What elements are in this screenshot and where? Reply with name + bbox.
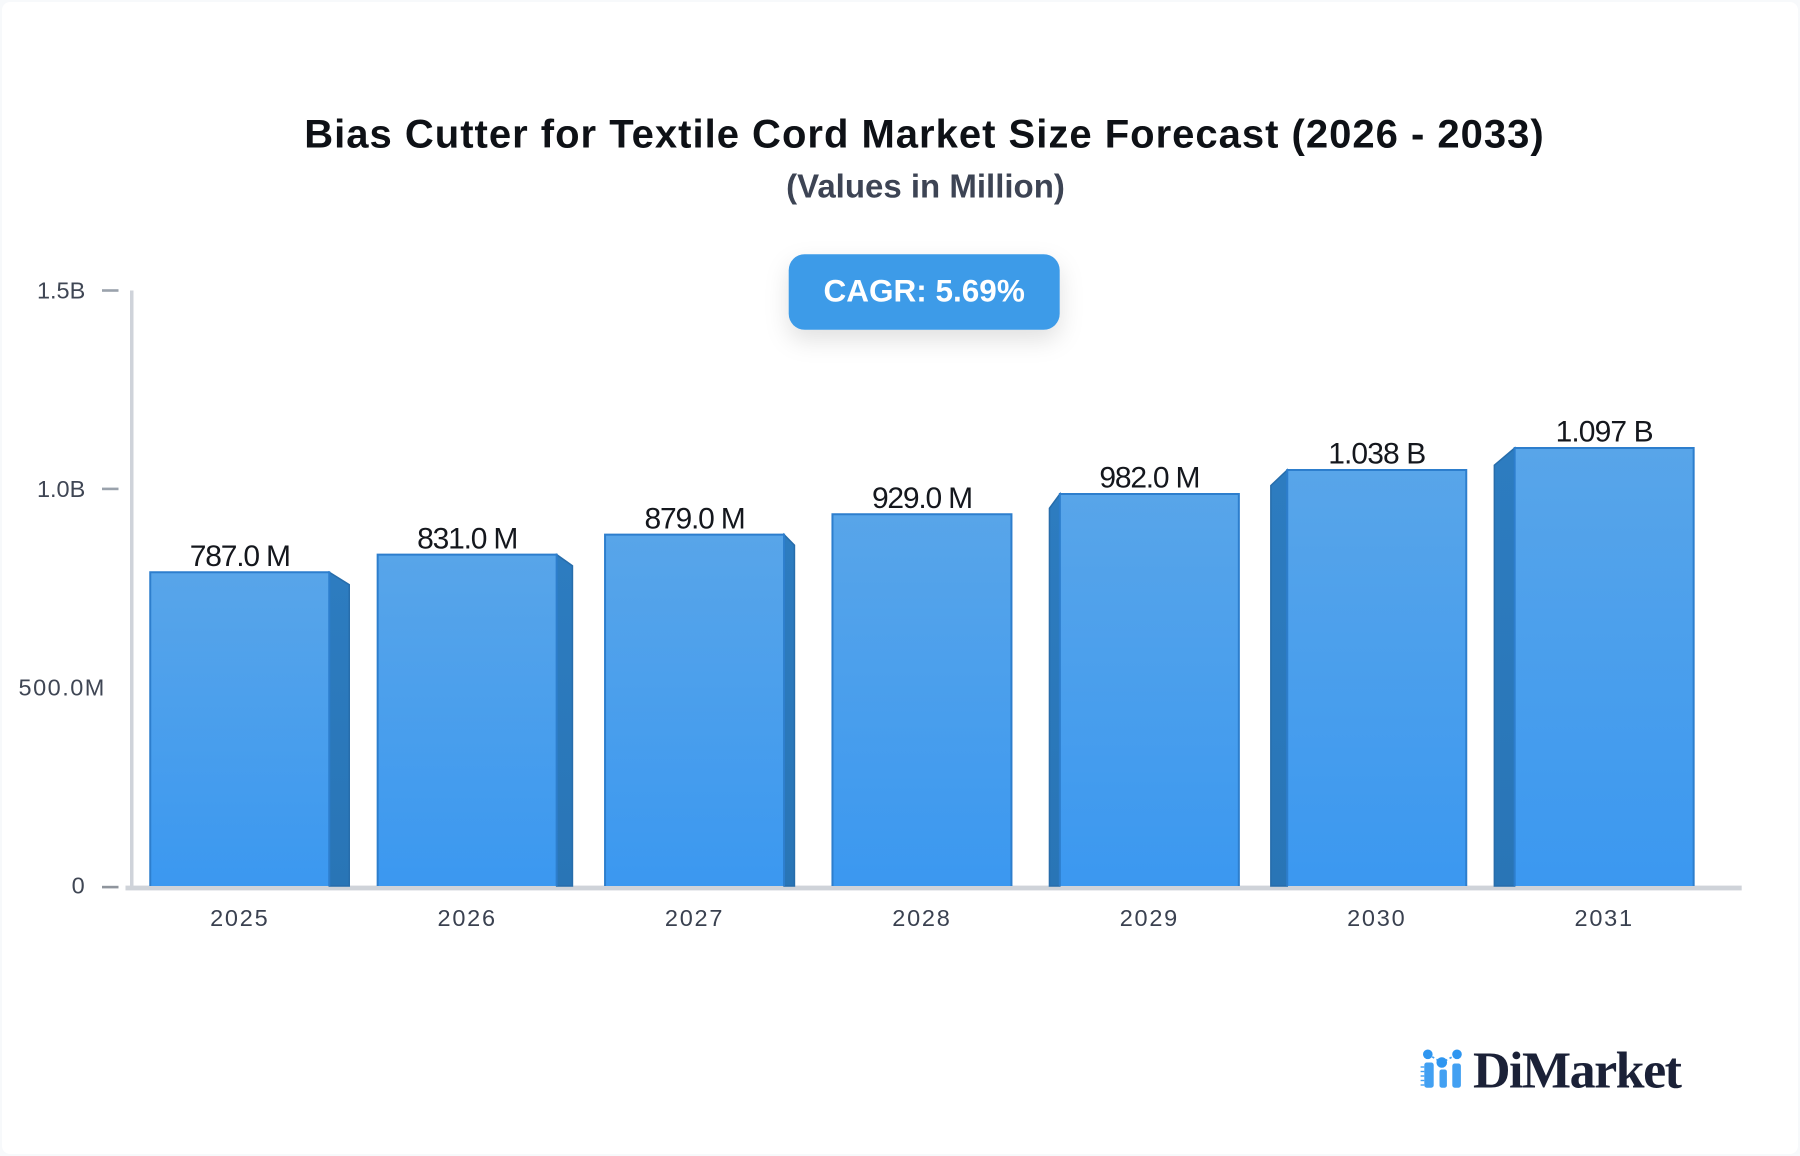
svg-text:0: 0 (72, 873, 85, 899)
svg-text:DiMarket: DiMarket (1473, 1043, 1683, 1100)
svg-text:1.5B: 1.5B (37, 278, 85, 304)
svg-text:982.0 M: 982.0 M (1099, 462, 1199, 495)
svg-text:CAGR: 5.69%: CAGR: 5.69% (824, 273, 1025, 309)
svg-text:1.097 B: 1.097 B (1556, 416, 1653, 449)
svg-text:Bias Cutter for Textile Cord M: Bias Cutter for Textile Cord Market Size… (304, 113, 1544, 157)
svg-text:2026: 2026 (438, 905, 497, 931)
svg-text:2030: 2030 (1347, 905, 1406, 931)
svg-text:(Values in Million): (Values in Million) (786, 168, 1065, 205)
svg-text:1.0B: 1.0B (37, 476, 85, 502)
svg-text:929.0 M: 929.0 M (872, 482, 972, 515)
svg-text:2027: 2027 (665, 905, 724, 931)
svg-text:2028: 2028 (892, 905, 951, 931)
svg-text:2025: 2025 (210, 905, 269, 931)
svg-text:787.0 M: 787.0 M (190, 540, 290, 573)
svg-text:879.0 M: 879.0 M (645, 502, 745, 535)
svg-text:2031: 2031 (1575, 905, 1634, 931)
svg-text:831.0 M: 831.0 M (417, 522, 517, 555)
svg-text:2029: 2029 (1120, 905, 1179, 931)
svg-text:500.0M: 500.0M (19, 674, 106, 700)
svg-text:1.038 B: 1.038 B (1328, 438, 1425, 471)
